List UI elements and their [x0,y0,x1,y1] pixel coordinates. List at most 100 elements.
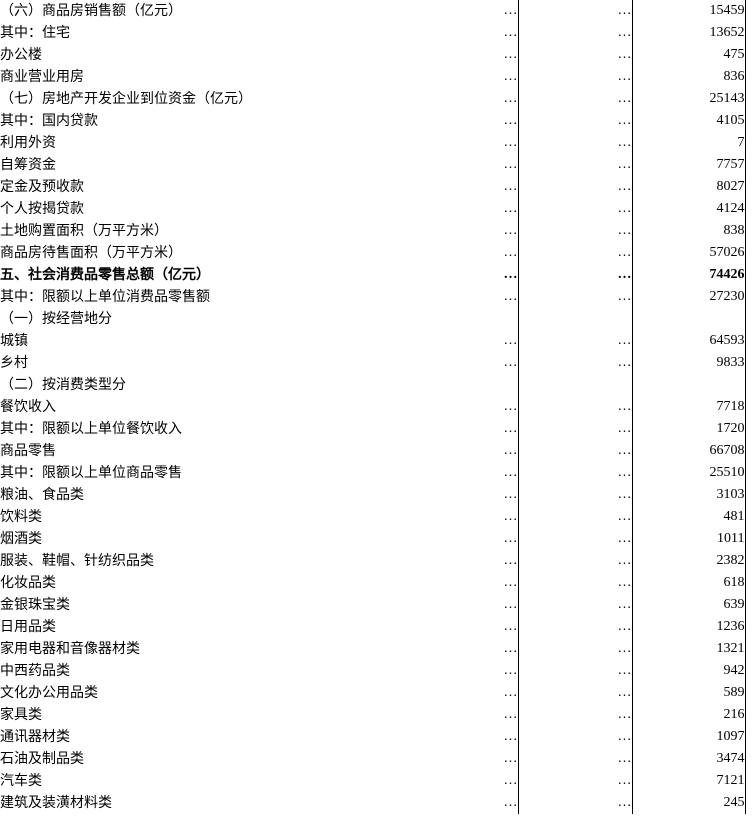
row-value-v3: 216 [632,704,746,726]
row-label: 石油及制品类 [0,751,84,767]
row-value-v3: 481 [632,506,746,528]
row-value-v1: … [417,154,519,176]
row-value-v3: 1321 [632,638,746,660]
row-label: 餐饮收入 [0,399,56,415]
table-row: 商品房待售面积（万平方米）……570268.8 [0,242,752,264]
table-row: 五、社会消费品零售总额（亿元）……744266.7 [0,264,752,286]
row-value-v2: … [518,286,633,308]
table-row: 建筑及装潢材料类……2456.2 [0,792,752,814]
table-row: 利用外资……7-27.4 [0,132,752,154]
row-value-v3: 589 [632,682,746,704]
row-value-v2: … [518,330,633,352]
row-label: 城镇 [0,333,28,349]
row-value-v1: … [417,286,519,308]
row-value-v4: 9.1 [745,286,752,308]
row-value-v2: … [518,550,633,572]
row-value-v4: 25.6 [745,748,752,770]
row-value-v4 [745,308,752,330]
row-value-v3 [632,308,746,330]
row-label: 其中：限额以上单位商品零售 [0,465,182,481]
row-value-v2: … [518,198,633,220]
row-label: （七）房地产开发企业到位资金（亿元） [0,91,252,107]
row-value-v4: 19.5 [745,594,752,616]
row-label: 其中：国内贷款 [0,113,98,129]
row-value-v1: … [417,660,519,682]
row-value-v4: -19.3 [745,0,752,22]
row-label: 土地购置面积（万平方米） [0,223,168,239]
row-value-v1: … [417,418,519,440]
row-value-v2: … [518,0,633,22]
row-value-v4: -6.0 [745,704,752,726]
row-value-v1: … [417,682,519,704]
row-label: 建筑及装潢材料类 [0,795,112,811]
row-value-v3: 4124 [632,198,746,220]
table-row: 中西药品类……9427.5 [0,660,752,682]
row-label: 五、社会消费品零售总额（亿元） [0,267,210,283]
row-value-v2: … [518,132,633,154]
row-value-v1: … [417,198,519,220]
table-row: 其中：限额以上单位餐饮收入……172010.1 [0,418,752,440]
row-value-v1: … [417,616,519,638]
row-value-v1: … [417,550,519,572]
table-row: 城镇……645936.7 [0,330,752,352]
row-value-v3: 475 [632,44,746,66]
row-value-v3: 838 [632,220,746,242]
table-row: 粮油、食品类……31037.9 [0,484,752,506]
row-value-v2 [518,374,633,396]
row-label: 中西药品类 [0,663,70,679]
row-value-v1: … [417,484,519,506]
row-value-v1: … [417,462,519,484]
row-value-v4: -42.3 [745,220,752,242]
table-row: 汽车类……71213.9 [0,770,752,792]
row-value-v3: 836 [632,66,746,88]
row-value-v4: 9.1 [745,462,752,484]
table-row: 乡村……98337.1 [0,352,752,374]
row-value-v4: 6.2 [745,792,752,814]
table-row: 家具类……216-6.0 [0,704,752,726]
row-value-v3: 245 [632,792,746,814]
row-value-v4: 8.8 [745,242,752,264]
row-value-v4: 13.6 [745,528,752,550]
row-value-v2 [518,308,633,330]
row-value-v2: … [518,242,633,264]
table-row: （二）按消费类型分 [0,374,752,396]
row-value-v4: 6.7 [745,330,752,352]
row-value-v3: 3474 [632,748,746,770]
table-row: 定金及预收款……8027-27.0 [0,176,752,198]
row-value-v3: 7 [632,132,746,154]
row-value-v3: 3103 [632,484,746,506]
row-label: 通讯器材类 [0,729,70,745]
table-row: 烟酒类……101113.6 [0,528,752,550]
table-row: 自筹资金……7757-6.2 [0,154,752,176]
row-value-v4: 7.0 [745,572,752,594]
table-row: 其中：国内贷款……4105-21.1 [0,110,752,132]
row-value-v4: 7.9 [745,484,752,506]
row-label: 服装、鞋帽、针纺织品类 [0,553,154,569]
row-value-v2: … [518,638,633,660]
table-row: 日用品类……123610.7 [0,616,752,638]
row-value-v3: 25143 [632,88,746,110]
row-value-v4: 7.5 [745,660,752,682]
row-label: 商品房待售面积（万平方米） [0,245,182,261]
row-value-v2: … [518,726,633,748]
row-label: （六）商品房销售额（亿元） [0,3,182,19]
row-value-v4: 6.5 [745,440,752,462]
row-value-v2: … [518,396,633,418]
row-value-v1 [417,308,519,330]
row-value-v4: 10.1 [745,418,752,440]
row-value-v3: 66708 [632,440,746,462]
row-value-v4: 6.7 [745,264,752,286]
table-row: 办公楼……47518.5 [0,44,752,66]
row-value-v4: 18.5 [745,44,752,66]
row-value-v2: … [518,66,633,88]
row-value-v2: … [518,22,633,44]
row-value-v2: … [518,682,633,704]
table-row: （一）按经营地分 [0,308,752,330]
row-value-v4: -27.0 [745,176,752,198]
row-value-v1: … [417,0,519,22]
row-value-v2: … [518,44,633,66]
row-label: 个人按揭贷款 [0,201,84,217]
row-value-v3 [632,374,746,396]
